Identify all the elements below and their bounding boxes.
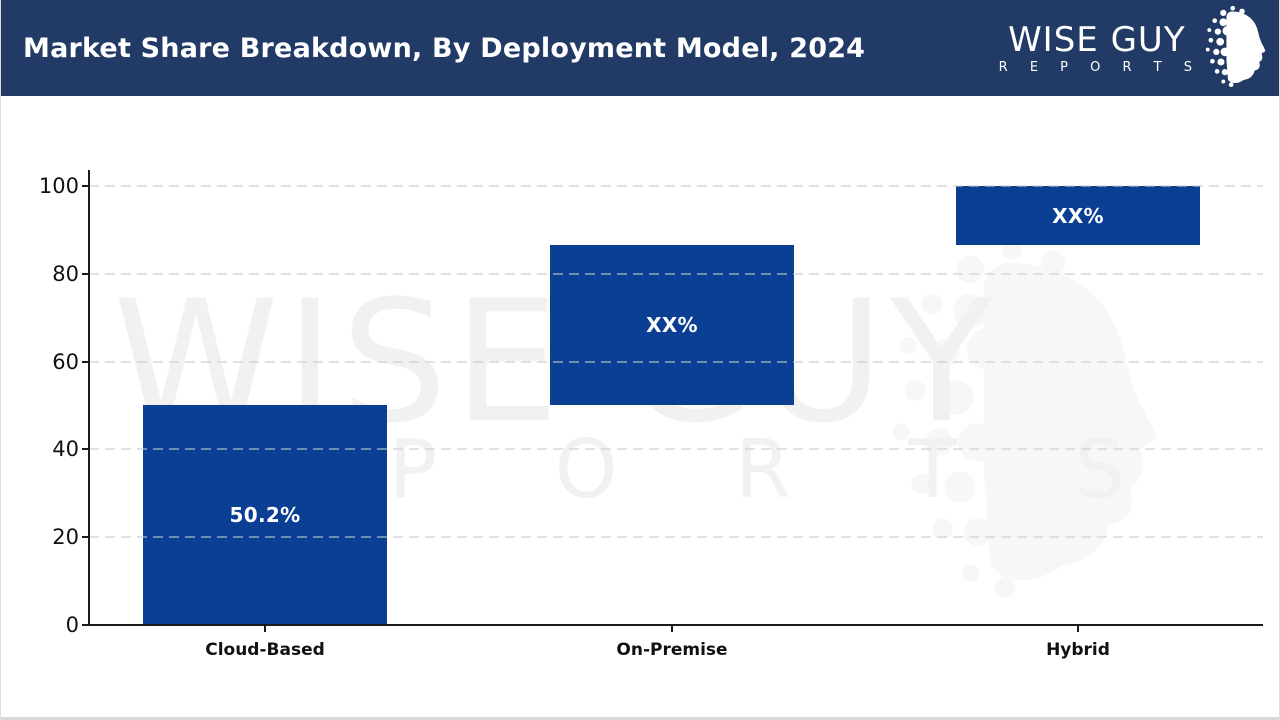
- y-tick-label: 20: [52, 525, 79, 550]
- category-label-2: Hybrid: [1046, 640, 1110, 660]
- x-tick-0: [264, 625, 266, 632]
- y-tick-label: 40: [52, 437, 79, 462]
- x-tick-1: [671, 625, 673, 632]
- gridline-40: [89, 448, 1263, 451]
- bar-value-label: XX%: [1052, 203, 1104, 228]
- page-title: Market Share Breakdown, By Deployment Mo…: [23, 32, 866, 64]
- y-tick-40: [82, 448, 89, 451]
- header-band: Market Share Breakdown, By Deployment Mo…: [1, 0, 1279, 96]
- bar-value-label: 50.2%: [229, 502, 301, 527]
- gridline-60: [89, 360, 1263, 363]
- gridline-80: [89, 272, 1263, 275]
- bar-cloud-based: 50.2%: [143, 404, 387, 625]
- watermark-head-icon: [892, 238, 1157, 598]
- x-tick-2: [1077, 625, 1079, 632]
- y-tick-label: 100: [38, 174, 79, 198]
- y-tick-60: [82, 360, 89, 363]
- bar-on-premise: XX%: [550, 245, 794, 405]
- logo-head-icon: [1205, 5, 1266, 87]
- y-tick-label: 60: [52, 349, 79, 374]
- gridline-100: [89, 185, 1263, 187]
- wise-guy-logo: WISE GUY R E P O R T S: [993, 5, 1267, 91]
- bar-hybrid: XX%: [956, 186, 1200, 246]
- y-tick-label: 80: [52, 261, 79, 286]
- watermark-subtitle: P O R T S: [389, 423, 1172, 516]
- y-tick-80: [82, 272, 89, 275]
- y-tick-100: [82, 185, 89, 187]
- footer-divider: [1, 717, 1279, 720]
- y-tick-20: [82, 536, 89, 539]
- logo-text: WISE GUY R E P O R T S: [993, 23, 1201, 74]
- x-axis-line: [88, 624, 1263, 626]
- bar-value-label: XX%: [646, 312, 698, 337]
- logo-wordmark: WISE GUY: [1008, 19, 1186, 60]
- logo-subtitle: R E P O R T S: [998, 59, 1201, 75]
- y-tick-label: 0: [65, 613, 79, 637]
- gridline-20: [89, 536, 1263, 539]
- y-axis-line: [88, 170, 90, 626]
- category-label-1: On-Premise: [616, 640, 728, 660]
- y-tick-0: [82, 624, 89, 626]
- category-label-0: Cloud-Based: [205, 640, 325, 660]
